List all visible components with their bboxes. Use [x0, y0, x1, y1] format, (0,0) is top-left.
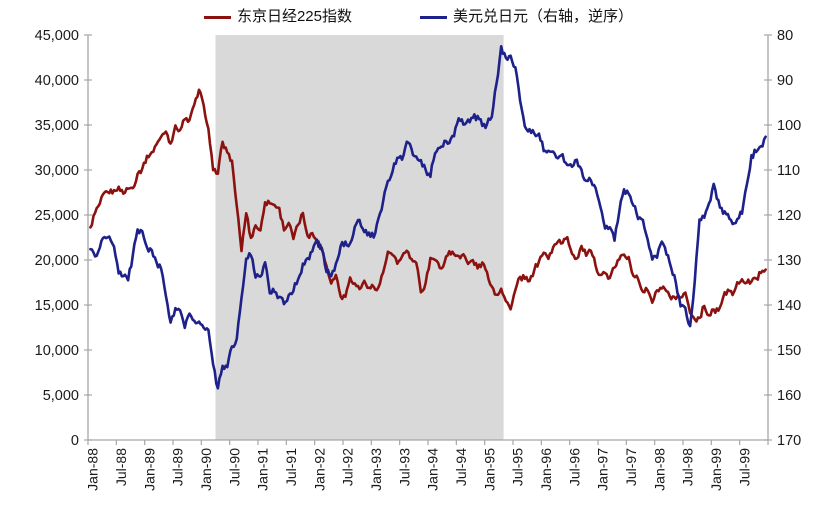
- x-axis-tick-label: Jan-95: [481, 448, 497, 491]
- legend-label-usdjpy: 美元兑日元（右轴，逆序）: [453, 8, 634, 25]
- left-axis-tick-label: 10,000: [35, 343, 79, 359]
- usdjpy-legend-line-icon: [420, 15, 447, 19]
- left-axis-tick-label: 35,000: [35, 118, 79, 134]
- x-axis-tick-label: Jul-98: [680, 448, 696, 486]
- x-axis-tick-label: Jan-88: [85, 448, 101, 491]
- x-axis-tick-label: Jul-95: [510, 448, 526, 486]
- x-axis-tick-label: Jul-93: [396, 448, 412, 486]
- usdjpy-line: [89, 45, 767, 390]
- x-axis-tick-label: Jul-88: [113, 448, 129, 486]
- chart-legend: 东京日经225指数 美元兑日元（右轴，逆序）: [0, 8, 837, 26]
- right-axis-tick-label: 150: [777, 343, 801, 359]
- x-axis-tick-label: Jul-97: [623, 448, 639, 486]
- left-axis-tick-label: 20,000: [35, 253, 79, 269]
- legend-item-nikkei225: 东京日经225指数: [203, 8, 352, 26]
- right-axis-tick-label: 170: [777, 433, 801, 449]
- x-axis-tick-label: Jul-94: [453, 448, 469, 486]
- right-axis-tick-label: 80: [777, 28, 793, 44]
- x-axis-tick-label: Jul-99: [736, 448, 752, 486]
- right-axis-tick-label: 110: [777, 163, 800, 179]
- nikkei225-legend-line-icon: [203, 15, 231, 19]
- left-axis-tick-label: 30,000: [35, 163, 79, 179]
- left-axis-tick-label: 45,000: [35, 28, 79, 44]
- x-axis-tick-label: Jan-96: [538, 448, 554, 491]
- x-axis-tick-label: Jan-91: [255, 448, 271, 491]
- left-axis-tick-label: 40,000: [35, 73, 79, 89]
- x-axis-tick-label: Jul-89: [170, 448, 186, 486]
- x-axis-tick-label: Jan-90: [198, 448, 214, 491]
- x-axis-tick-label: Jan-97: [595, 448, 611, 491]
- right-axis-tick-label: 90: [777, 73, 793, 89]
- x-axis-tick-label: Jan-94: [425, 448, 441, 491]
- x-axis-tick-label: Jan-98: [651, 448, 667, 491]
- x-axis-tick-label: Jan-93: [368, 448, 384, 491]
- left-axis-tick-label: 5,000: [43, 388, 79, 404]
- right-axis-tick-label: 130: [777, 253, 801, 269]
- x-axis-tick-label: Jan-99: [708, 448, 724, 491]
- right-axis-tick-label: 160: [777, 388, 801, 404]
- nikkei225-line: [89, 88, 767, 323]
- x-axis-tick-label: Jan-89: [141, 448, 157, 491]
- x-axis-tick-label: Jan-92: [311, 448, 327, 491]
- right-axis-tick-label: 140: [777, 298, 801, 314]
- x-axis-tick-label: Jul-96: [566, 448, 582, 486]
- legend-item-usdjpy: 美元兑日元（右轴，逆序）: [420, 8, 633, 26]
- right-axis-tick-label: 120: [777, 208, 801, 224]
- highlight-band: [215, 35, 504, 440]
- left-axis-tick-label: 25,000: [35, 208, 79, 224]
- x-axis-tick-label: Jul-90: [226, 448, 242, 486]
- left-axis-tick-label: 15,000: [35, 298, 79, 314]
- legend-label-nikkei225: 东京日经225指数: [236, 8, 352, 25]
- x-axis-tick-label: Jul-92: [340, 448, 356, 486]
- right-axis-tick-label: 100: [777, 118, 801, 134]
- x-axis-tick-label: Jul-91: [283, 448, 299, 486]
- left-axis-tick-label: 0: [71, 433, 79, 449]
